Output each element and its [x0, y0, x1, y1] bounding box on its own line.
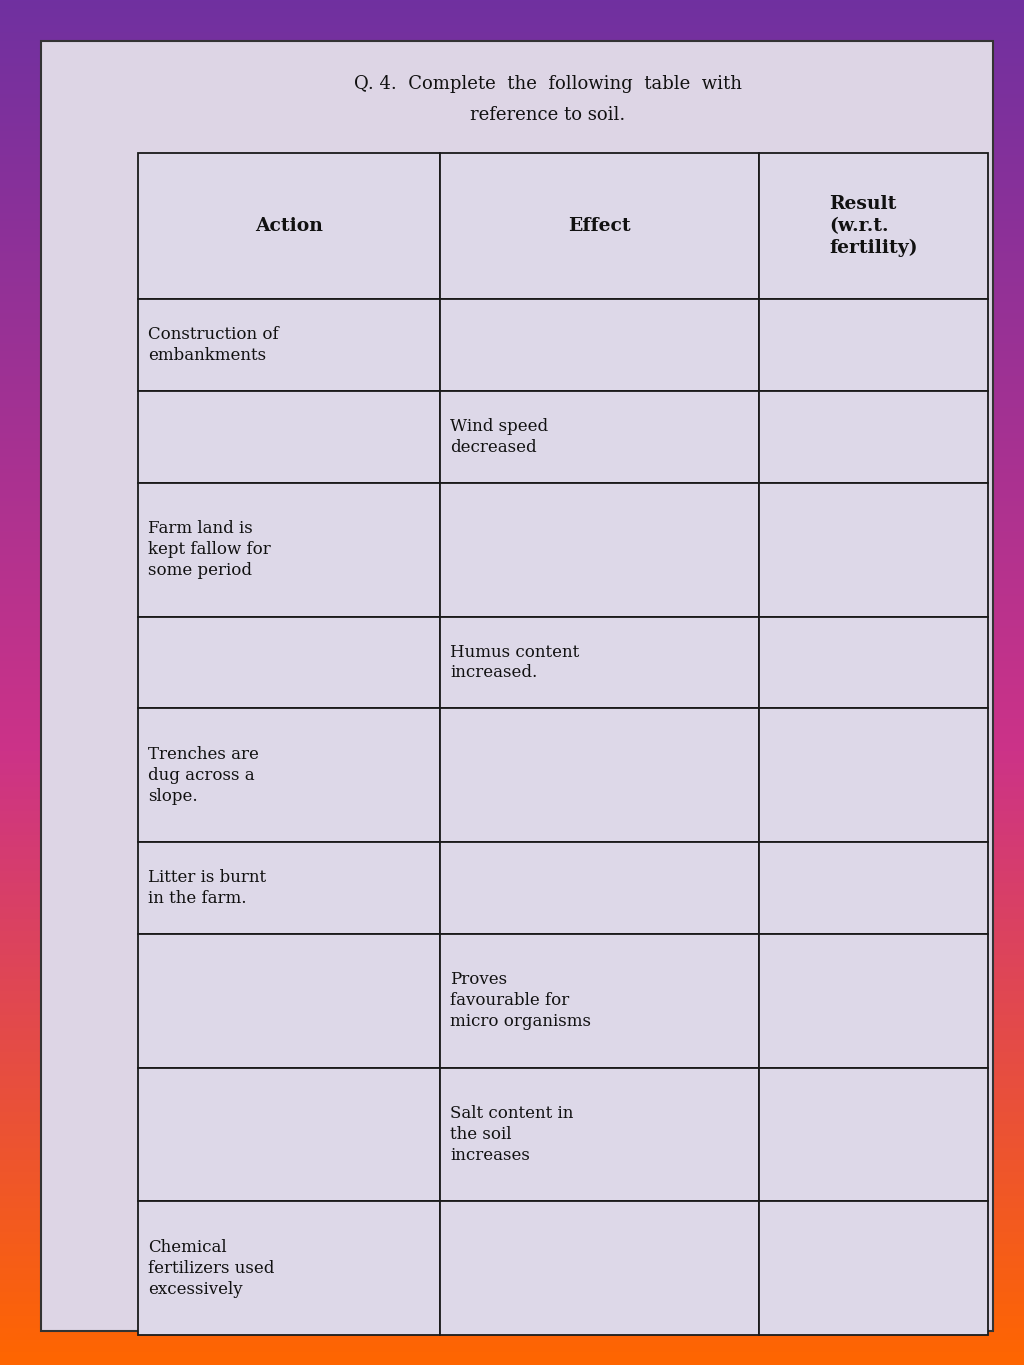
Bar — [138, 708, 440, 842]
Bar — [138, 934, 440, 1067]
Bar — [138, 842, 440, 934]
Bar — [759, 934, 988, 1067]
Text: Litter is burnt
in the farm.: Litter is burnt in the farm. — [148, 870, 266, 906]
Bar — [759, 617, 988, 708]
Bar — [759, 842, 988, 934]
Text: Q. 4.  Complete  the  following  table  with: Q. 4. Complete the following table with — [354, 75, 741, 93]
Bar — [759, 708, 988, 842]
Bar — [440, 934, 759, 1067]
Text: Result
(w.r.t.
fertility): Result (w.r.t. fertility) — [829, 195, 918, 258]
Bar — [440, 1201, 759, 1335]
Bar — [759, 390, 988, 483]
Bar — [440, 708, 759, 842]
Bar — [138, 1201, 440, 1335]
Text: Wind speed
decreased: Wind speed decreased — [451, 418, 548, 456]
Bar — [138, 153, 440, 299]
Bar — [440, 842, 759, 934]
Bar — [138, 299, 440, 390]
Bar — [138, 483, 440, 617]
Bar — [138, 390, 440, 483]
Text: Salt content in
the soil
increases: Salt content in the soil increases — [451, 1106, 573, 1164]
Bar — [440, 299, 759, 390]
Text: reference to soil.: reference to soil. — [470, 106, 626, 124]
Bar — [759, 483, 988, 617]
Bar — [440, 153, 759, 299]
Bar — [440, 390, 759, 483]
Text: Action: Action — [255, 217, 323, 235]
Bar — [759, 299, 988, 390]
Text: Trenches are
dug across a
slope.: Trenches are dug across a slope. — [148, 745, 259, 804]
Bar — [440, 483, 759, 617]
Bar — [138, 1067, 440, 1201]
Bar — [440, 1067, 759, 1201]
Bar — [759, 1067, 988, 1201]
Text: Chemical
fertilizers used
excessively: Chemical fertilizers used excessively — [148, 1239, 274, 1298]
Bar — [759, 1201, 988, 1335]
Bar — [138, 617, 440, 708]
Text: Construction of
embankments: Construction of embankments — [148, 326, 280, 364]
Bar — [440, 617, 759, 708]
Text: Farm land is
kept fallow for
some period: Farm land is kept fallow for some period — [148, 520, 271, 579]
Bar — [759, 153, 988, 299]
Text: Effect: Effect — [568, 217, 631, 235]
Text: Proves
favourable for
micro organisms: Proves favourable for micro organisms — [451, 972, 591, 1031]
Text: Humus content
increased.: Humus content increased. — [451, 643, 580, 681]
